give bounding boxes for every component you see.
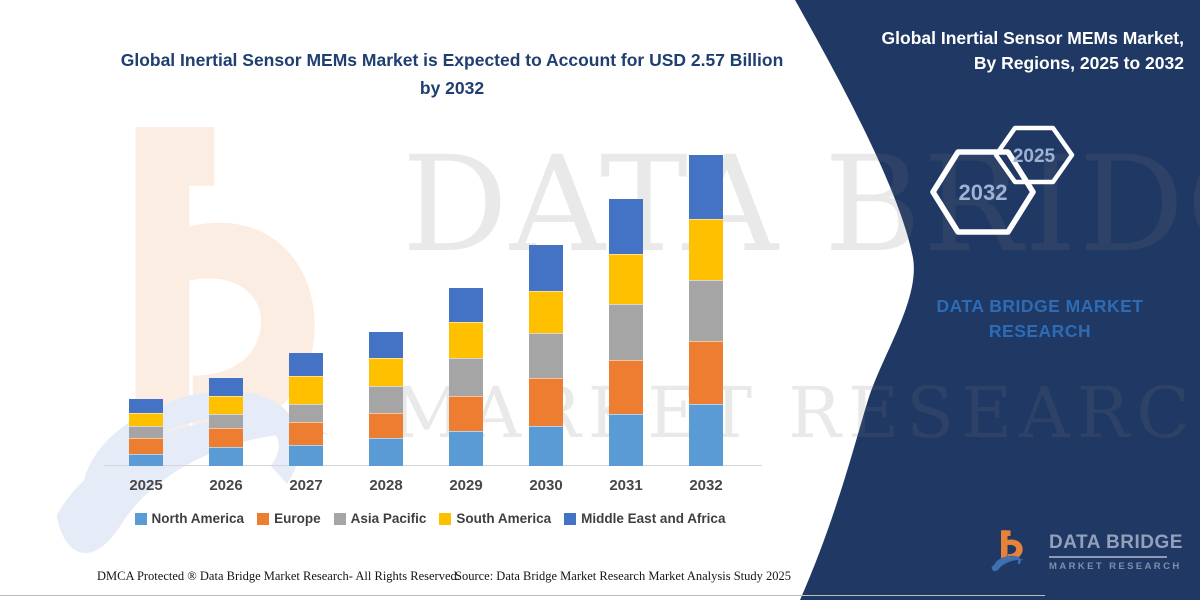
bar-2032 <box>689 155 723 466</box>
bar-segment-2025-middle-east-and-africa <box>129 399 163 413</box>
bar-segment-2031-middle-east-and-africa <box>609 198 643 255</box>
x-axis-label-2027: 2027 <box>289 477 323 494</box>
brand-line2: RESEARCH <box>988 321 1092 342</box>
bar-segment-2026-south-america <box>209 395 243 414</box>
bar-2029 <box>449 288 483 466</box>
bar-segment-2027-south-america <box>289 376 323 405</box>
bar-segment-2030-north-america <box>529 426 563 466</box>
bar-2025 <box>129 399 163 466</box>
legend-item-south-america: South America <box>439 511 551 526</box>
bar-segment-2029-middle-east-and-africa <box>449 288 483 322</box>
bar-segment-2029-asia-pacific <box>449 358 483 396</box>
bar-segment-2027-asia-pacific <box>289 404 323 423</box>
logo-underline <box>1049 556 1167 558</box>
x-axis-line <box>104 465 762 466</box>
bar-segment-2027-north-america <box>289 445 323 466</box>
brand-wordmark: DATA BRIDGE MARKET RESEARCH <box>892 294 1188 345</box>
legend-swatch-icon <box>439 512 452 525</box>
bar-segment-2032-south-america <box>689 219 723 280</box>
bar-2027 <box>289 353 323 466</box>
bar-segment-2031-south-america <box>609 254 643 304</box>
legend-label: North America <box>151 511 245 526</box>
x-axis-label-2026: 2026 <box>209 477 243 494</box>
legend-label: South America <box>456 511 552 526</box>
x-axis-label-2025: 2025 <box>129 477 163 494</box>
bar-segment-2028-north-america <box>369 438 403 466</box>
bar-2030 <box>529 244 563 466</box>
x-axis-label-2030: 2030 <box>529 477 563 494</box>
bar-segment-2026-north-america <box>209 446 243 466</box>
source-note: Source: Data Bridge Market Research Mark… <box>455 569 792 583</box>
legend-swatch-icon <box>257 512 270 525</box>
bottom-divider <box>0 595 1045 596</box>
bar-segment-2030-south-america <box>529 290 563 333</box>
legend-item-europe: Europe <box>257 511 321 526</box>
x-axis-label-2031: 2031 <box>609 477 643 494</box>
legend-item-asia-pacific: Asia Pacific <box>333 511 427 526</box>
brand-line1: DATA BRIDGE MARKET <box>936 296 1144 316</box>
panel-title-line1: Global Inertial Sensor MEMs Market, <box>881 28 1184 48</box>
bar-segment-2028-asia-pacific <box>369 386 403 413</box>
legend-label: Europe <box>274 511 321 526</box>
legend-label: Middle East and Africa <box>581 511 726 526</box>
legend-label: Asia Pacific <box>350 511 427 526</box>
bar-segment-2028-middle-east-and-africa <box>369 331 403 359</box>
panel-title-line2: By Regions, 2025 to 2032 <box>973 53 1184 74</box>
bar-segment-2030-europe <box>529 377 563 427</box>
bar-segment-2032-europe <box>689 341 723 405</box>
bar-segment-2025-asia-pacific <box>129 426 163 439</box>
hexagon-label-2025: 2025 <box>1013 146 1056 167</box>
bar-segment-2032-north-america <box>689 404 723 466</box>
bar-segment-2032-asia-pacific <box>689 279 723 342</box>
bar-2026 <box>209 377 243 466</box>
bar-segment-2028-south-america <box>369 358 403 387</box>
bar-segment-2030-middle-east-and-africa <box>529 244 563 291</box>
bar-segment-2027-middle-east-and-africa <box>289 353 323 377</box>
bar-segment-2026-asia-pacific <box>209 413 243 429</box>
bar-segment-2029-europe <box>449 395 483 431</box>
bar-segment-2025-north-america <box>129 453 163 466</box>
chart-legend: North America Europe Asia Pacific South Ame… <box>96 511 764 526</box>
bar-2028 <box>369 331 403 466</box>
hexagon-label-2032: 2032 <box>959 180 1008 205</box>
legend-swatch-icon <box>333 512 346 525</box>
plot-area: 2025 2026 2027 2028 2029 2030 2031 2032 <box>104 155 762 494</box>
bar-segment-2029-north-america <box>449 430 483 466</box>
bar-segment-2025-south-america <box>129 412 163 427</box>
bar-2031 <box>609 198 643 466</box>
logo-text-block: DATA BRIDGE MARKET RESEARCH <box>1049 532 1183 572</box>
bar-segment-2032-middle-east-and-africa <box>689 155 723 220</box>
bar-segment-2025-europe <box>129 438 163 454</box>
bar-segment-2029-south-america <box>449 322 483 359</box>
legend-swatch-icon <box>564 512 577 525</box>
bar-segment-2031-europe <box>609 359 643 414</box>
legend-item-north-america: North America <box>134 511 245 526</box>
bar-segment-2026-middle-east-and-africa <box>209 377 243 396</box>
chart-title: Global Inertial Sensor MEMs Market is Ex… <box>120 50 784 98</box>
legend-swatch-icon <box>134 512 147 525</box>
x-axis-label-2029: 2029 <box>449 477 483 494</box>
dmca-notice: DMCA Protected ® Data Bridge Market Rese… <box>97 569 460 583</box>
bar-segment-2027-europe <box>289 422 323 446</box>
bar-segment-2031-asia-pacific <box>609 303 643 360</box>
bar-segment-2028-europe <box>369 412 403 439</box>
logo-name: DATA BRIDGE <box>1049 532 1183 553</box>
data-bridge-logo: DATA BRIDGE MARKET RESEARCH <box>988 516 1188 588</box>
legend-item-middle-east-and-africa: Middle East and Africa <box>564 511 725 526</box>
year-hexagons: 2032 2025 <box>930 125 1075 235</box>
x-axis-label-2028: 2028 <box>369 477 403 494</box>
data-bridge-b-swoosh-icon <box>991 530 1025 572</box>
bar-segment-2026-europe <box>209 428 243 447</box>
bar-segment-2031-north-america <box>609 413 643 466</box>
bar-segment-2030-asia-pacific <box>529 332 563 378</box>
logo-subtext: MARKET RESEARCH <box>1049 561 1182 572</box>
x-axis-label-2032: 2032 <box>689 477 723 494</box>
panel-title: Global Inertial Sensor MEMs Market, By R… <box>794 26 1184 77</box>
